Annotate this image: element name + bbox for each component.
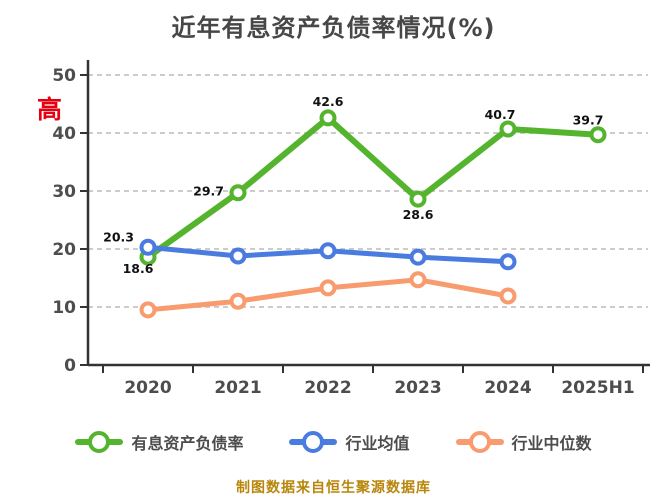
legend-item-industry-median[interactable]: 行业中位数 bbox=[455, 430, 592, 454]
svg-text:42.6: 42.6 bbox=[313, 94, 344, 109]
svg-text:20: 20 bbox=[52, 240, 76, 260]
legend-item-industry-mean[interactable]: 行业均值 bbox=[289, 430, 410, 454]
svg-text:40: 40 bbox=[52, 124, 76, 144]
line-chart-plot-area: 0 10 20 30 40 50 2020 2021 2022 2023 2024 2025H1 18… bbox=[52, 60, 650, 398]
series-1: 20.3 bbox=[103, 229, 517, 271]
chart-legend: 有息资产负债率 行业均值 行业中位数 bbox=[0, 430, 667, 454]
gridlines bbox=[88, 74, 648, 308]
svg-text:2023: 2023 bbox=[394, 378, 441, 398]
legend-item-company-ratio[interactable]: 有息资产负债率 bbox=[75, 430, 243, 454]
legend-label: 有息资产负债率 bbox=[131, 434, 244, 453]
svg-text:39.7: 39.7 bbox=[573, 113, 604, 128]
svg-text:2022: 2022 bbox=[304, 378, 351, 398]
data-source-caption: 制图数据来自恒生聚源数据库 bbox=[236, 480, 431, 496]
svg-text:29.7: 29.7 bbox=[193, 184, 224, 199]
svg-text:2025H1: 2025H1 bbox=[561, 378, 634, 398]
y-axis-ticks: 0 10 20 30 40 50 bbox=[52, 66, 88, 376]
axes bbox=[86, 60, 650, 367]
legend-line-marker-icon bbox=[289, 431, 338, 453]
legend-label: 行业均值 bbox=[345, 434, 410, 453]
svg-text:0: 0 bbox=[64, 356, 76, 376]
svg-text:2024: 2024 bbox=[484, 378, 531, 398]
svg-text:2021: 2021 bbox=[214, 378, 261, 398]
x-axis-ticks: 2020 2021 2022 2023 2024 2025H1 bbox=[102, 365, 644, 398]
series-2 bbox=[139, 271, 517, 319]
legend-line-marker-icon bbox=[75, 431, 124, 453]
svg-text:50: 50 bbox=[52, 66, 76, 86]
svg-text:2020: 2020 bbox=[124, 378, 171, 398]
svg-text:18.6: 18.6 bbox=[123, 261, 154, 276]
high-risk-tag: 高 bbox=[37, 95, 63, 124]
svg-text:30: 30 bbox=[52, 182, 76, 202]
svg-text:28.6: 28.6 bbox=[403, 207, 434, 222]
chart-title: 近年有息资产负债率情况(%) bbox=[171, 14, 496, 42]
series-0: 18.6 29.7 42.6 28.6 40.7 39.7 bbox=[123, 94, 607, 276]
svg-text:10: 10 bbox=[52, 298, 76, 318]
svg-text:20.3: 20.3 bbox=[103, 229, 134, 244]
legend-label: 行业中位数 bbox=[511, 434, 592, 453]
svg-text:40.7: 40.7 bbox=[485, 107, 516, 122]
legend-line-marker-icon bbox=[455, 431, 504, 453]
